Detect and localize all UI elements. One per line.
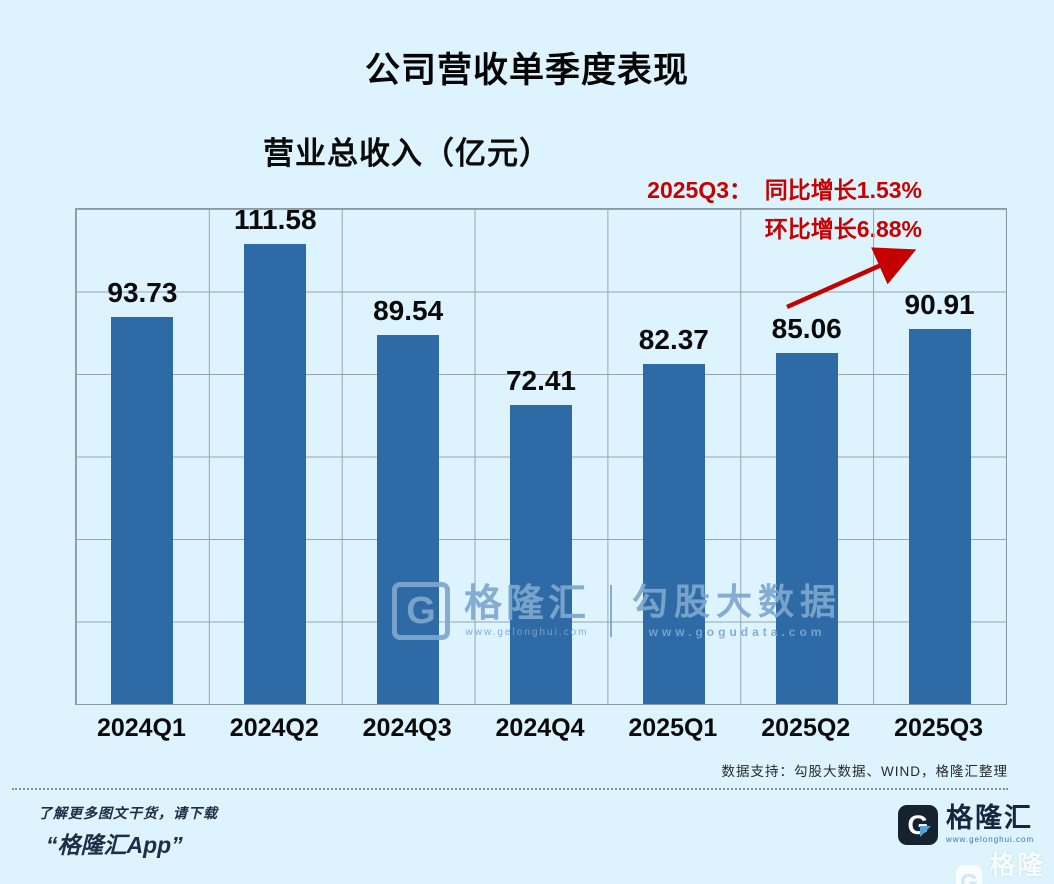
watermark-partner-url: www.gogudata.com <box>648 625 826 639</box>
bar-value-label: 85.06 <box>771 313 842 345</box>
bar <box>908 329 971 704</box>
gelonghui-g-icon: G <box>898 805 938 845</box>
watermark-brand: 格隆汇 <box>464 582 591 625</box>
watermark-brand-url: www.gelonghui.com <box>465 626 589 638</box>
bar-column: 72.41 <box>475 209 608 704</box>
x-axis-label: 2025Q3 <box>894 714 984 742</box>
corner-faded-logo: G 格隆汇 <box>956 845 1054 884</box>
promo-text-line2: “格隆汇App” <box>46 832 183 858</box>
bar-value-label: 72.41 <box>505 365 577 397</box>
logo-text-block: 格隆汇 www.gelonghui.com <box>946 805 1034 844</box>
y-axis-title: 营业总收入（亿元） <box>263 136 551 171</box>
bar-value-label: 111.58 <box>233 203 317 235</box>
watermark-brand-block: 格隆汇 www.gelonghui.com <box>464 585 590 638</box>
x-axis-label: 2024Q3 <box>362 714 452 742</box>
bar-value-label: 93.73 <box>107 277 178 309</box>
bar-column: 111.58 <box>209 204 342 704</box>
watermark-divider <box>610 585 613 637</box>
corner-g-icon: G <box>956 865 983 884</box>
watermark-partner-block: 勾股大数据 www.gogudata.com <box>632 581 843 639</box>
x-axis-label: 2025Q1 <box>628 714 718 742</box>
annotation-line1: 2025Q3： 同比增长1.53% <box>647 177 922 203</box>
corner-brand-name: 格隆汇 <box>989 850 1046 880</box>
center-watermark: G 格隆汇 www.gelonghui.com 勾股大数据 www.goguda… <box>392 582 842 640</box>
bar <box>377 334 440 704</box>
logo-arrow-icon <box>920 826 931 837</box>
bar-column: 90.91 <box>873 209 1006 704</box>
g-letter: G <box>907 809 929 840</box>
page-title: 公司营收单季度表现 <box>364 51 689 90</box>
watermark-g-logo-icon: G <box>392 582 450 640</box>
footer-divider <box>12 788 1008 790</box>
gelonghui-logo: G 格隆汇 www.gelonghui.com <box>898 805 1034 845</box>
logo-brand-name: 格隆汇 <box>946 803 1033 833</box>
bar <box>509 405 572 704</box>
watermark-partner: 勾股大数据 <box>632 581 843 622</box>
bar-column: 89.54 <box>342 209 475 704</box>
data-source-note: 数据支持：勾股大数据、WIND，格隆汇整理 <box>721 764 1008 779</box>
bar-column: 82.37 <box>607 209 740 704</box>
bar-value-label: 90.91 <box>904 289 975 320</box>
bar <box>775 353 838 704</box>
bar <box>244 243 307 704</box>
x-axis-label: 2024Q2 <box>229 714 319 742</box>
bar <box>111 317 174 704</box>
promo-text-line1: 了解更多图文干货，请下载 <box>38 805 218 821</box>
x-axis: 2024Q1 2024Q2 2024Q3 2024Q4 2025Q1 2025Q2 2025… <box>75 714 1005 743</box>
bar-value-label: 89.54 <box>373 294 444 326</box>
bar-column: 85.06 <box>740 209 873 704</box>
bar-column: 93.73 <box>76 209 209 704</box>
chart-columns: 93.73 111.58 89.54 72.41 82.37 85.06 90.91 <box>76 204 1006 704</box>
bar-value-label: 82.37 <box>638 324 709 356</box>
logo-url: www.gelonghui.com <box>946 835 1035 844</box>
bar <box>642 364 705 704</box>
x-axis-label: 2025Q2 <box>761 714 851 742</box>
x-axis-label: 2024Q4 <box>495 714 585 742</box>
x-axis-label: 2024Q1 <box>96 714 186 742</box>
